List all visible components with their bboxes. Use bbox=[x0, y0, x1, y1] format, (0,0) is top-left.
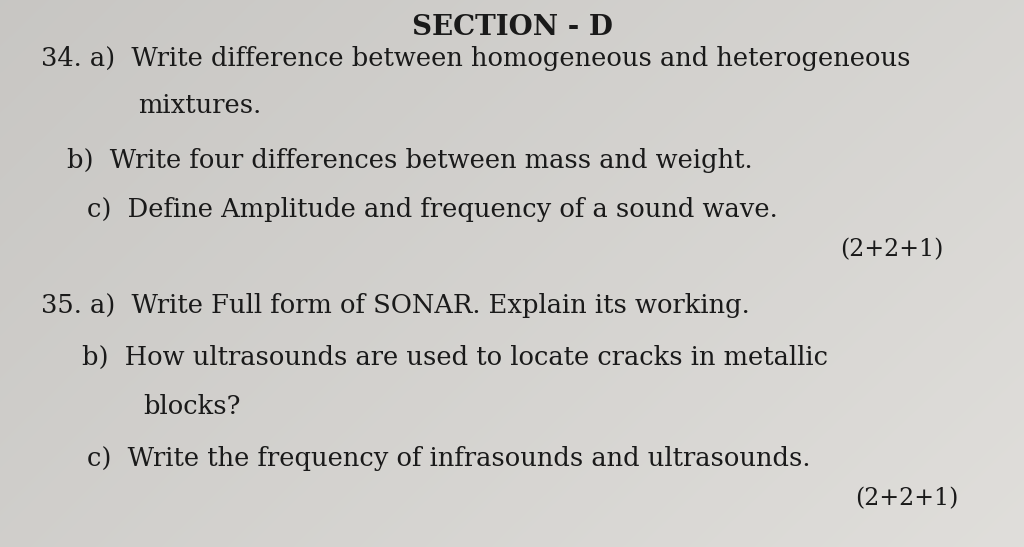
Text: c)  Define Amplitude and frequency of a sound wave.: c) Define Amplitude and frequency of a s… bbox=[87, 197, 778, 222]
Text: b)  How ultrasounds are used to locate cracks in metallic: b) How ultrasounds are used to locate cr… bbox=[82, 345, 828, 370]
Text: 35. a)  Write Full form of SONAR. Explain its working.: 35. a) Write Full form of SONAR. Explain… bbox=[41, 293, 750, 318]
Text: (2+2+1): (2+2+1) bbox=[855, 487, 958, 510]
Text: blocks?: blocks? bbox=[143, 394, 241, 419]
Text: mixtures.: mixtures. bbox=[138, 93, 261, 118]
Text: b)  Write four differences between mass and weight.: b) Write four differences between mass a… bbox=[67, 148, 753, 173]
Text: (2+2+1): (2+2+1) bbox=[840, 238, 943, 261]
Text: SECTION - D: SECTION - D bbox=[412, 14, 612, 40]
Text: c)  Write the frequency of infrasounds and ultrasounds.: c) Write the frequency of infrasounds an… bbox=[87, 446, 811, 471]
Text: 34. a)  Write difference between homogeneous and heterogeneous: 34. a) Write difference between homogene… bbox=[41, 46, 910, 72]
